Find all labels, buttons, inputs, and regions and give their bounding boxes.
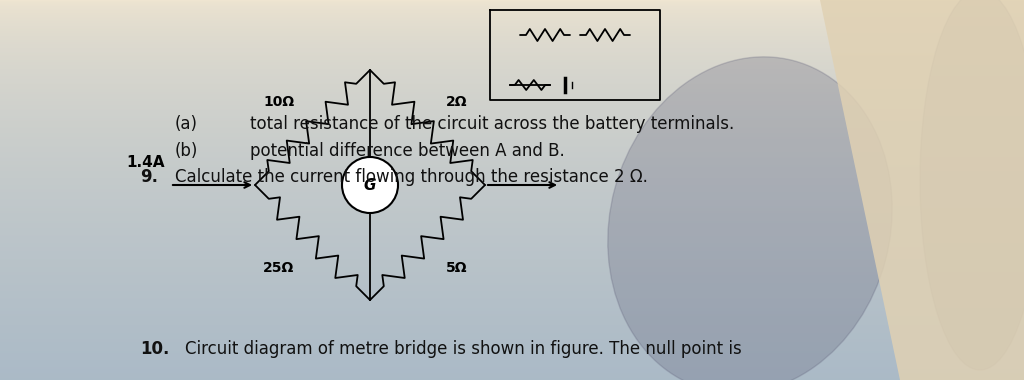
Text: potential difference between A and B.: potential difference between A and B. [250,142,565,160]
Text: G: G [364,177,376,193]
Polygon shape [820,0,1024,380]
Text: 25Ω: 25Ω [263,261,295,274]
Text: 10.: 10. [140,340,169,358]
Text: total resistance of the circuit across the battery terminals.: total resistance of the circuit across t… [250,115,734,133]
Text: 5Ω: 5Ω [445,261,467,274]
Text: 10Ω: 10Ω [263,95,295,109]
Text: 9.: 9. [140,168,158,186]
Text: Calculate the current flowing through the resistance 2 Ω.: Calculate the current flowing through th… [175,168,648,186]
Ellipse shape [920,0,1024,370]
Text: 1.4A: 1.4A [127,155,165,170]
Text: 2Ω: 2Ω [445,95,467,109]
Text: (b): (b) [175,142,199,160]
Ellipse shape [608,57,892,380]
Text: (a): (a) [175,115,198,133]
Text: Circuit diagram of metre bridge is shown in figure. The null point is: Circuit diagram of metre bridge is shown… [185,340,741,358]
Circle shape [342,157,398,213]
